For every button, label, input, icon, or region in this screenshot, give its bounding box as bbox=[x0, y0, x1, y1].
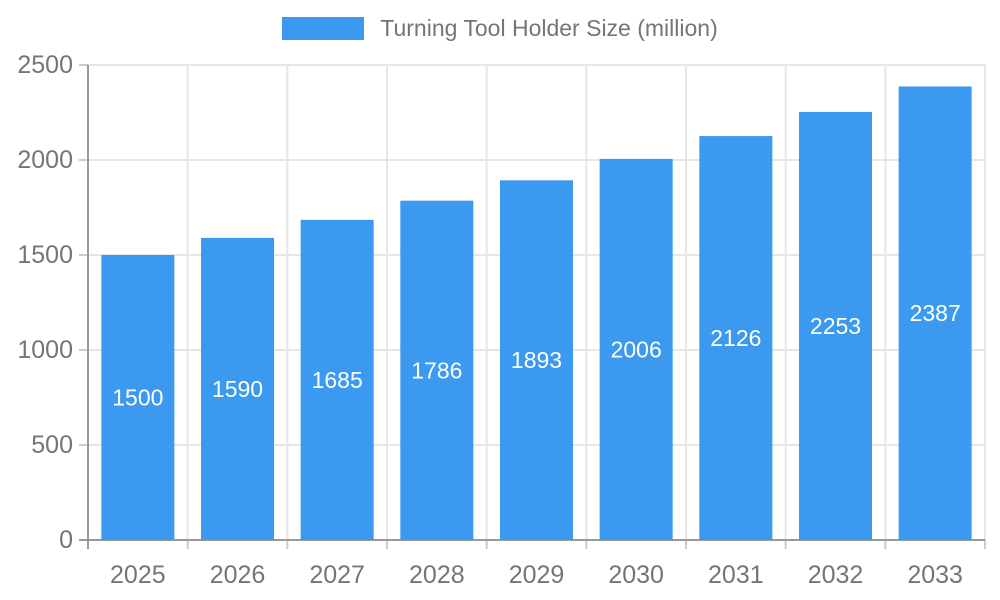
legend-swatch-icon bbox=[282, 17, 365, 40]
x-category-label: 2025 bbox=[110, 561, 166, 589]
bar-value-label: 2006 bbox=[611, 336, 662, 362]
x-category-label: 2026 bbox=[210, 561, 266, 589]
x-category-label: 2027 bbox=[309, 561, 365, 589]
bar[interactable] bbox=[101, 255, 175, 540]
y-tick-label: 1000 bbox=[17, 336, 73, 364]
bar-value-label: 2253 bbox=[810, 313, 861, 339]
bar[interactable] bbox=[400, 200, 474, 540]
bar[interactable] bbox=[300, 219, 374, 540]
bar[interactable] bbox=[898, 86, 972, 540]
legend-item[interactable]: Turning Tool Holder Size (million) bbox=[282, 15, 718, 42]
bar-value-label: 2387 bbox=[910, 300, 961, 326]
bar-value-label: 1685 bbox=[312, 367, 363, 393]
x-category-label: 2029 bbox=[509, 561, 565, 589]
x-category-label: 2033 bbox=[907, 561, 963, 589]
bar-value-label: 1893 bbox=[511, 347, 562, 373]
x-category-label: 2032 bbox=[808, 561, 864, 589]
legend-label: Turning Tool Holder Size (million) bbox=[380, 15, 718, 41]
bar[interactable] bbox=[699, 136, 773, 540]
bar[interactable] bbox=[500, 180, 573, 540]
bar-value-label: 1590 bbox=[212, 376, 263, 402]
x-category-label: 2031 bbox=[708, 561, 764, 589]
bar[interactable] bbox=[599, 158, 673, 541]
y-tick-label: 500 bbox=[31, 431, 73, 459]
x-category-label: 2028 bbox=[409, 561, 465, 589]
bar-value-label: 2126 bbox=[710, 325, 761, 351]
bar-value-label: 1500 bbox=[112, 385, 163, 411]
y-tick-label: 2000 bbox=[17, 146, 73, 174]
bar[interactable] bbox=[201, 237, 274, 540]
y-tick-label: 1500 bbox=[17, 241, 73, 269]
bar-value-label: 1786 bbox=[411, 357, 462, 383]
y-tick-label: 2500 bbox=[17, 51, 73, 79]
y-tick-label: 0 bbox=[59, 526, 73, 554]
bar[interactable] bbox=[799, 111, 872, 541]
chart-legend: Turning Tool Holder Size (million) bbox=[0, 15, 1000, 42]
x-category-label: 2030 bbox=[608, 561, 664, 589]
